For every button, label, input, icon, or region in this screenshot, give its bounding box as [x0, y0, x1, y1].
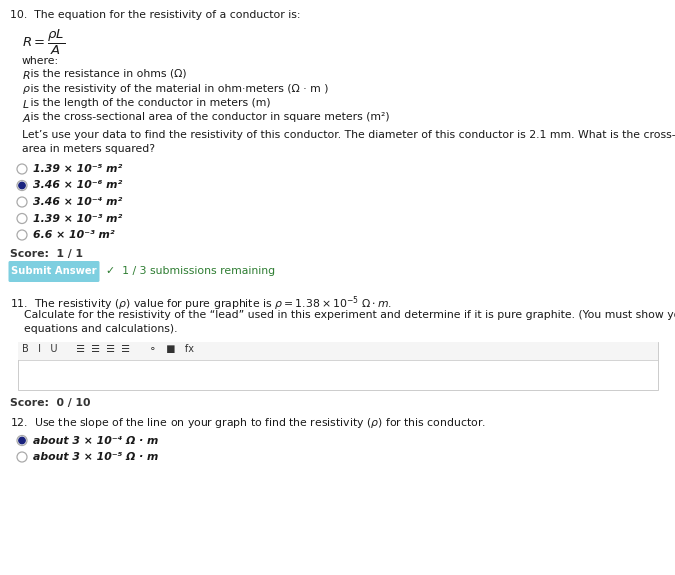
Text: 12.  Use the slope of the line on your graph to find the resistivity ($\rho$) fo: 12. Use the slope of the line on your gr…: [10, 416, 486, 430]
Text: 3.46 × 10⁻⁶ m²: 3.46 × 10⁻⁶ m²: [33, 181, 122, 190]
Text: $A$: $A$: [22, 113, 31, 125]
Text: 1.39 × 10⁻³ m²: 1.39 × 10⁻³ m²: [33, 213, 122, 224]
Text: 3.46 × 10⁻⁴ m²: 3.46 × 10⁻⁴ m²: [33, 197, 122, 207]
Text: about 3 × 10⁻⁴ Ω · m: about 3 × 10⁻⁴ Ω · m: [33, 435, 159, 446]
Text: $R$: $R$: [22, 69, 30, 81]
Text: 1.39 × 10⁻⁵ m²: 1.39 × 10⁻⁵ m²: [33, 164, 122, 174]
Text: Let’s use your data to find the resistivity of this conductor. The diameter of t: Let’s use your data to find the resistiv…: [22, 130, 675, 140]
Text: where:: where:: [22, 56, 59, 66]
Text: Submit Answer: Submit Answer: [11, 266, 97, 277]
Circle shape: [19, 438, 25, 444]
Circle shape: [19, 182, 25, 189]
Text: $R = \dfrac{\rho L}{A}$: $R = \dfrac{\rho L}{A}$: [22, 28, 65, 57]
Text: is the cross-sectional area of the conductor in square meters (m²): is the cross-sectional area of the condu…: [27, 113, 389, 122]
Text: 6.6 × 10⁻³ m²: 6.6 × 10⁻³ m²: [33, 230, 115, 240]
Text: is the length of the conductor in meters (m): is the length of the conductor in meters…: [27, 98, 271, 108]
Text: ✓  1 / 3 submissions remaining: ✓ 1 / 3 submissions remaining: [106, 266, 275, 275]
Text: equations and calculations).: equations and calculations).: [24, 324, 178, 335]
Text: 10.  The equation for the resistivity of a conductor is:: 10. The equation for the resistivity of …: [10, 10, 300, 20]
FancyBboxPatch shape: [18, 342, 658, 390]
Text: B   I   U      ☰  ☰  ☰  ☰      ⚬   ■   fx: B I U ☰ ☰ ☰ ☰ ⚬ ■ fx: [22, 344, 194, 354]
Text: $\rho$: $\rho$: [22, 83, 31, 95]
Text: is the resistance in ohms (Ω): is the resistance in ohms (Ω): [27, 69, 186, 79]
FancyBboxPatch shape: [9, 261, 99, 282]
Text: Calculate for the resistivity of the “lead” used in this experiment and determin: Calculate for the resistivity of the “le…: [24, 310, 675, 320]
FancyBboxPatch shape: [18, 342, 658, 360]
Text: $L$: $L$: [22, 98, 30, 110]
Text: area in meters squared?: area in meters squared?: [22, 144, 155, 155]
Text: is the resistivity of the material in ohm·meters (Ω · m ): is the resistivity of the material in oh…: [27, 83, 329, 94]
Text: Score:  1 / 1: Score: 1 / 1: [10, 248, 83, 259]
Text: about 3 × 10⁻⁵ Ω · m: about 3 × 10⁻⁵ Ω · m: [33, 452, 159, 462]
Text: 11.  The resistivity ($\rho$) value for pure graphite is $\rho = 1.38 \times 10^: 11. The resistivity ($\rho$) value for p…: [10, 294, 392, 313]
Text: Score:  0 / 10: Score: 0 / 10: [10, 398, 90, 408]
